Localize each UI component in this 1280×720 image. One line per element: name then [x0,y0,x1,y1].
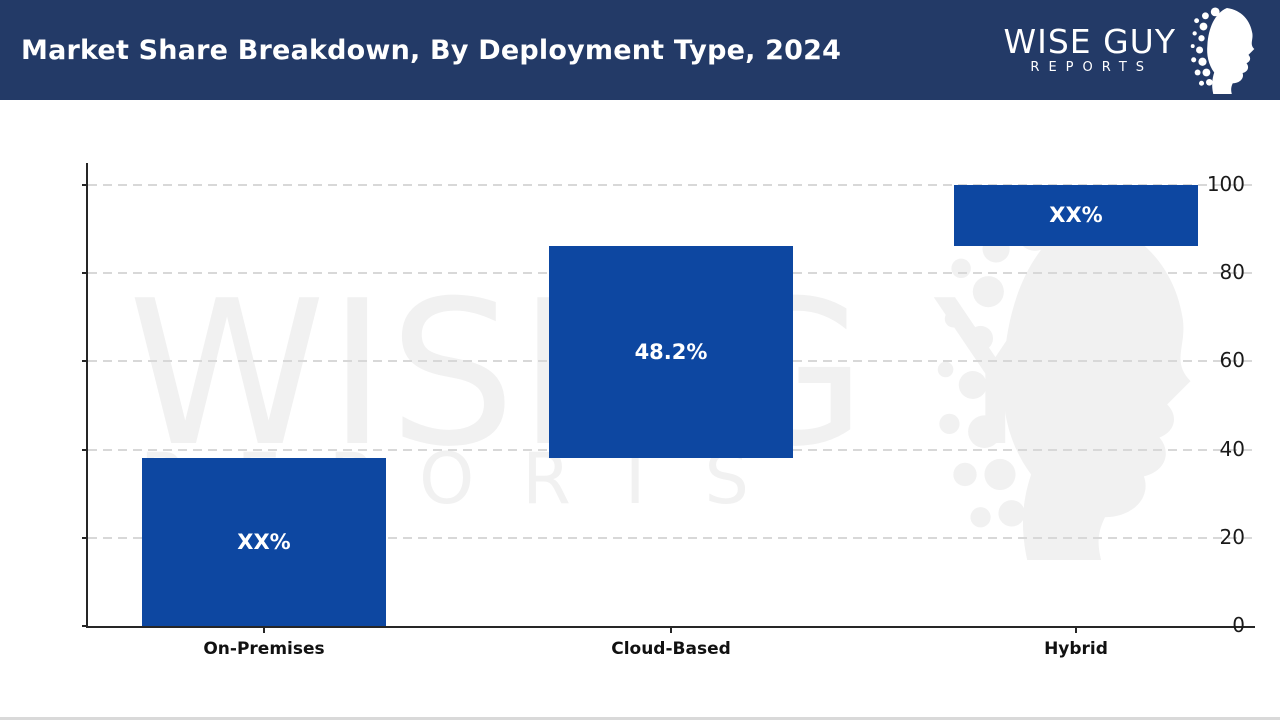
y-tick-label: 80 [1219,260,1245,285]
x-tick-mark [670,626,672,633]
logo-wordmark: WISE GUY [1003,21,1176,61]
bar: 48.2% [549,245,793,459]
y-tick-label: 100 [1206,172,1245,196]
bar: XX% [954,185,1198,246]
y-tick-label: 40 [1219,436,1245,461]
bar-value-label: XX% [237,530,291,555]
gridline [88,536,1255,539]
bar: XX% [142,458,386,626]
y-tick-mark [82,448,88,451]
y-tick-mark [82,536,88,539]
y-tick-mark [82,625,88,627]
x-category-label: Hybrid [1044,639,1108,659]
y-tick-mark [82,272,88,275]
y-axis-line [86,163,88,628]
logo-subtext: REPORTS [1030,60,1154,76]
page-title: Market Share Breakdown, By Deployment Ty… [21,34,842,66]
y-tick-label: 20 [1219,524,1245,549]
header-bar: Market Share Breakdown, By Deployment Ty… [0,0,1280,100]
face-profile-icon [1190,7,1255,94]
y-tick-label: 0 [1232,613,1245,637]
y-tick-mark [82,360,88,363]
x-tick-mark [263,626,265,633]
gridline [88,184,1255,186]
x-category-label: Cloud-Based [611,639,731,659]
brand-logo: WISE GUY REPORTS [1003,6,1280,94]
bottom-border [0,717,1280,720]
plot-region: 0 20 40 60 80 100 XX% On-Premises 48.2% Cloud-Bas… [82,172,1255,659]
y-tick-mark [82,184,88,186]
bar-value-label: XX% [1049,203,1103,228]
y-tick-label: 60 [1219,348,1245,373]
x-tick-mark [1075,626,1077,633]
logo-text-block: WISE GUY REPORTS [1003,21,1176,76]
bar-value-label: 48.2% [634,340,708,365]
x-category-label: On-Premises [203,639,325,659]
chart-area: WISE G Y REPORTS 020406080100XX%On-Premi… [0,100,1280,718]
